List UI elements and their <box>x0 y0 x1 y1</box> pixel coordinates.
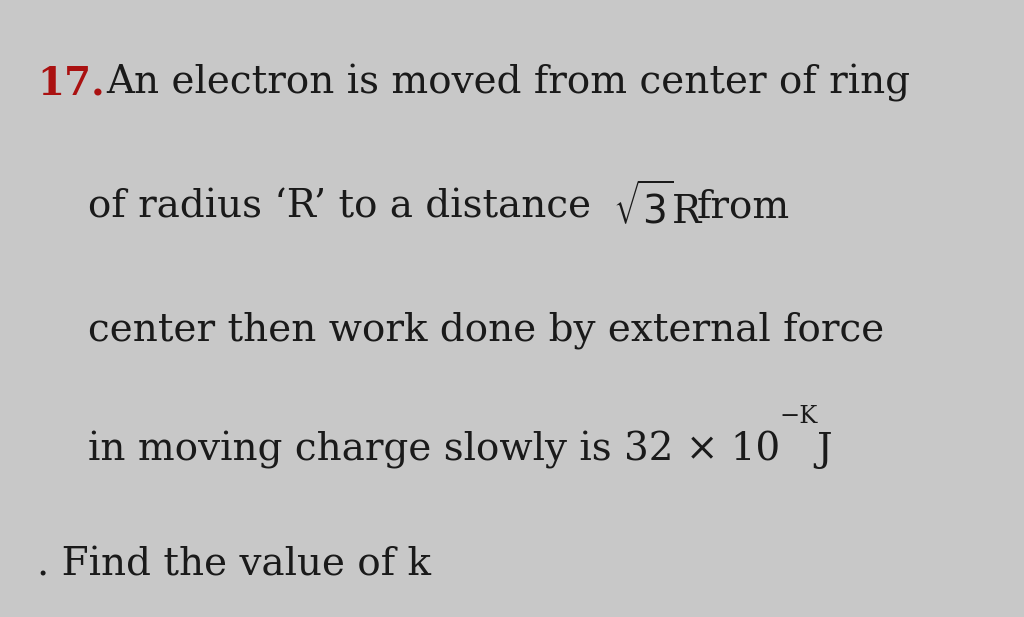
Text: 17.: 17. <box>37 64 104 102</box>
Text: center then work done by external force: center then work done by external force <box>88 312 884 349</box>
Text: $\sqrt{3}$R: $\sqrt{3}$R <box>613 182 705 231</box>
Text: in moving charge slowly is 32 × 10: in moving charge slowly is 32 × 10 <box>88 431 780 470</box>
Text: from: from <box>696 188 790 225</box>
Text: J: J <box>816 432 831 469</box>
Text: An electron is moved from center of ring: An electron is moved from center of ring <box>106 64 910 102</box>
Text: of radius ‘R’ to a distance: of radius ‘R’ to a distance <box>88 188 591 225</box>
Text: −K: −K <box>779 405 817 428</box>
Text: . Find the value of k: . Find the value of k <box>37 546 431 583</box>
